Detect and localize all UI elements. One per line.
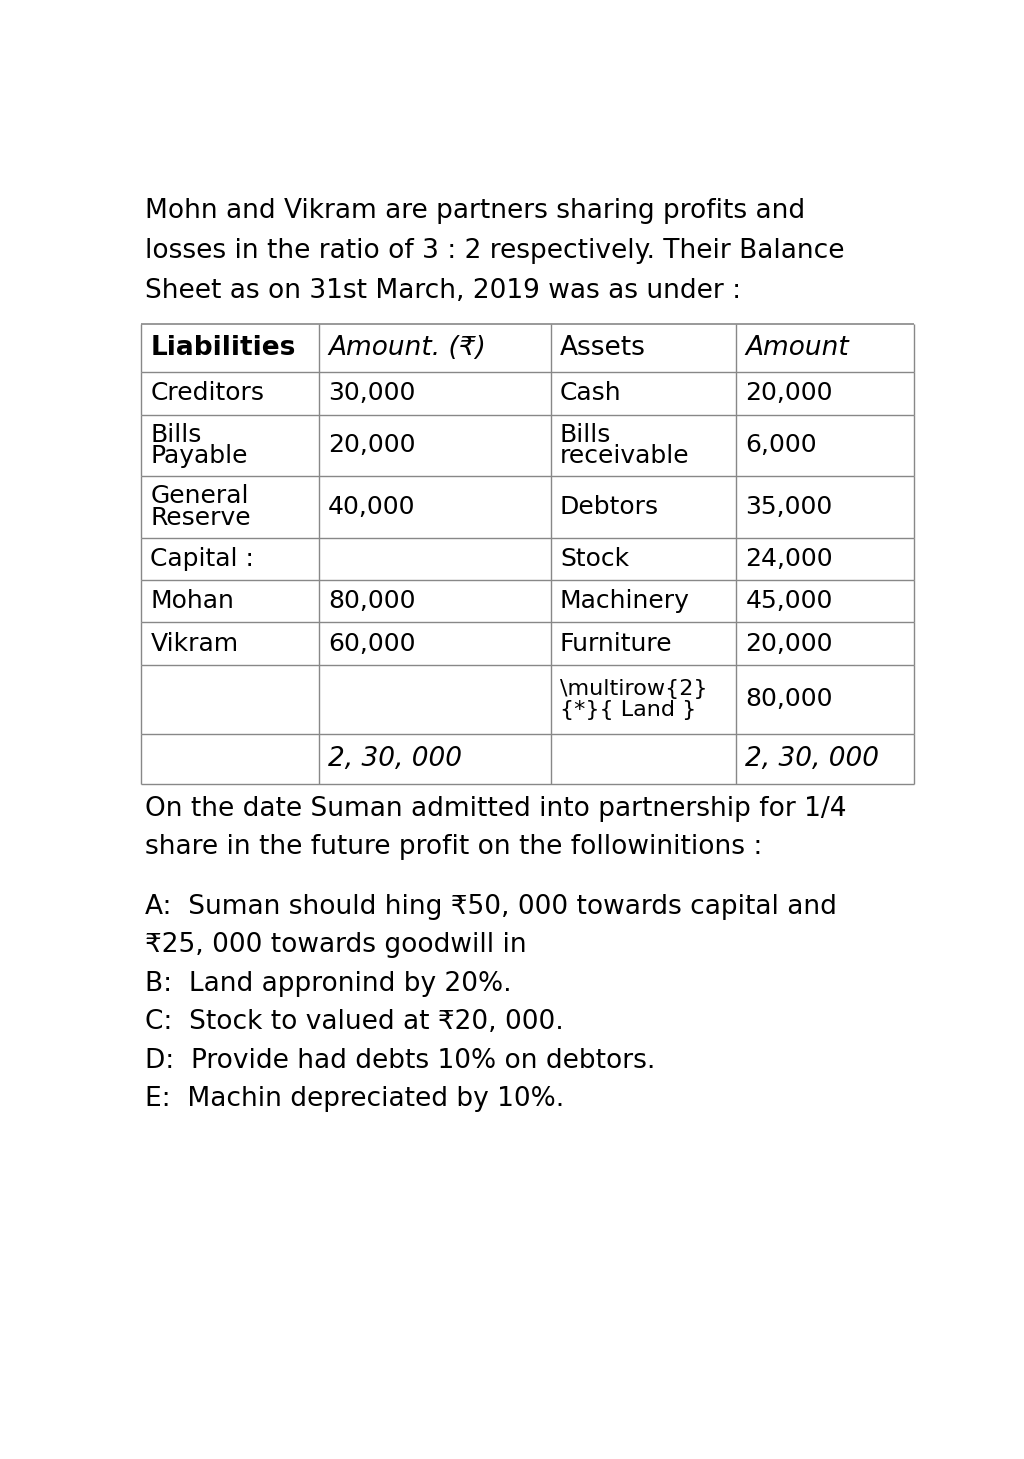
Text: Payable: Payable: [151, 444, 248, 468]
Text: 80,000: 80,000: [328, 589, 416, 613]
Text: Creditors: Creditors: [151, 381, 264, 406]
Text: D:  Provide had debts 10% on debtors.: D: Provide had debts 10% on debtors.: [145, 1048, 655, 1074]
Text: {*}{ Land }: {*}{ Land }: [560, 700, 696, 721]
Text: Vikram: Vikram: [151, 632, 239, 655]
Text: Bills: Bills: [560, 423, 611, 446]
Text: Debtors: Debtors: [560, 495, 659, 519]
Text: Reserve: Reserve: [151, 506, 251, 530]
Text: C:  Stock to valued at ₹20, 000.: C: Stock to valued at ₹20, 000.: [145, 1010, 564, 1036]
Text: E:  Machin depreciated by 10%.: E: Machin depreciated by 10%.: [145, 1087, 564, 1112]
Text: receivable: receivable: [560, 444, 689, 468]
Text: Amount. (₹): Amount. (₹): [328, 336, 486, 362]
Text: 6,000: 6,000: [745, 433, 817, 457]
Text: \multirow{2}: \multirow{2}: [560, 678, 708, 699]
Text: B:  Land appronind by 20%.: B: Land appronind by 20%.: [145, 970, 512, 996]
Text: Sheet as on 31st March, 2019 was as under :: Sheet as on 31st March, 2019 was as unde…: [145, 279, 741, 305]
Text: Stock: Stock: [560, 547, 629, 570]
Text: ₹25, 000 towards goodwill in: ₹25, 000 towards goodwill in: [145, 932, 526, 959]
Text: Liabilities: Liabilities: [151, 336, 296, 362]
Text: 30,000: 30,000: [328, 381, 416, 406]
Text: 2, 30, 000: 2, 30, 000: [745, 746, 880, 772]
Text: 20,000: 20,000: [328, 433, 416, 457]
Text: 40,000: 40,000: [328, 495, 416, 519]
Text: Assets: Assets: [560, 336, 646, 362]
Text: 60,000: 60,000: [328, 632, 416, 655]
Text: Machinery: Machinery: [560, 589, 690, 613]
Text: 45,000: 45,000: [745, 589, 833, 613]
Text: 20,000: 20,000: [745, 381, 833, 406]
Text: A:  Suman should hing ₹50, 000 towards capital and: A: Suman should hing ₹50, 000 towards ca…: [145, 894, 837, 919]
Text: Cash: Cash: [560, 381, 622, 406]
Text: Mohan: Mohan: [151, 589, 234, 613]
Text: Capital :: Capital :: [151, 547, 254, 570]
Text: Bills: Bills: [151, 423, 202, 446]
Text: Amount: Amount: [745, 336, 849, 362]
Text: losses in the ratio of 3 : 2 respectively. Their Balance: losses in the ratio of 3 : 2 respectivel…: [145, 238, 845, 264]
Text: 80,000: 80,000: [745, 687, 833, 712]
Text: 2, 30, 000: 2, 30, 000: [328, 746, 462, 772]
Text: Furniture: Furniture: [560, 632, 673, 655]
Text: 35,000: 35,000: [745, 495, 833, 519]
Text: 20,000: 20,000: [745, 632, 833, 655]
Text: On the date Suman admitted into partnership for 1/4: On the date Suman admitted into partners…: [145, 795, 847, 821]
Text: share in the future profit on the followinitions :: share in the future profit on the follow…: [145, 835, 763, 861]
Text: Mohn and Vikram are partners sharing profits and: Mohn and Vikram are partners sharing pro…: [145, 198, 805, 225]
Text: 24,000: 24,000: [745, 547, 834, 570]
Text: General: General: [151, 484, 249, 508]
